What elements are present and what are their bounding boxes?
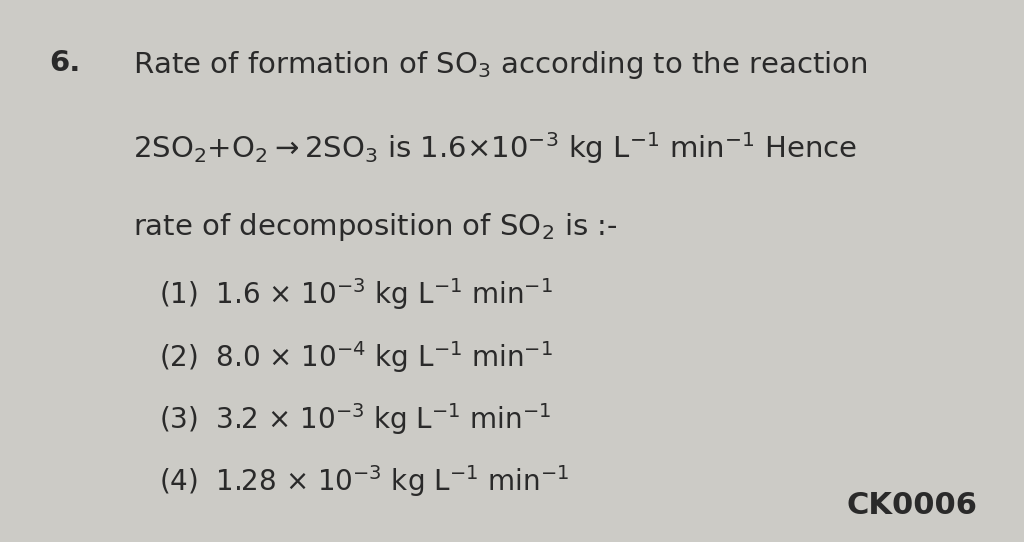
Text: CK0006: CK0006 [847, 491, 978, 520]
Text: (4)  1.28 $\times$ 10$^{-3}$ kg L$^{-1}$ min$^{-1}$: (4) 1.28 $\times$ 10$^{-3}$ kg L$^{-1}$ … [159, 463, 568, 499]
Text: (1)  1.6 $\times$ 10$^{-3}$ kg L$^{-1}$ min$^{-1}$: (1) 1.6 $\times$ 10$^{-3}$ kg L$^{-1}$ m… [159, 276, 553, 312]
Text: (3)  3.2 $\times$ 10$^{-3}$ kg L$^{-1}$ min$^{-1}$: (3) 3.2 $\times$ 10$^{-3}$ kg L$^{-1}$ m… [159, 401, 551, 437]
Text: 6.: 6. [49, 49, 81, 77]
Text: (2)  8.0 $\times$ 10$^{-4}$ kg L$^{-1}$ min$^{-1}$: (2) 8.0 $\times$ 10$^{-4}$ kg L$^{-1}$ m… [159, 339, 553, 375]
Text: 2SO$_2$+O$_2$$\rightarrow$2SO$_3$ is 1.6$\times$10$^{-3}$ kg L$^{-1}$ min$^{-1}$: 2SO$_2$+O$_2$$\rightarrow$2SO$_3$ is 1.6… [133, 130, 857, 166]
Text: Rate of formation of SO$_3$ according to the reaction: Rate of formation of SO$_3$ according to… [133, 49, 867, 81]
Text: rate of decomposition of SO$_2$ is :-: rate of decomposition of SO$_2$ is :- [133, 211, 617, 243]
